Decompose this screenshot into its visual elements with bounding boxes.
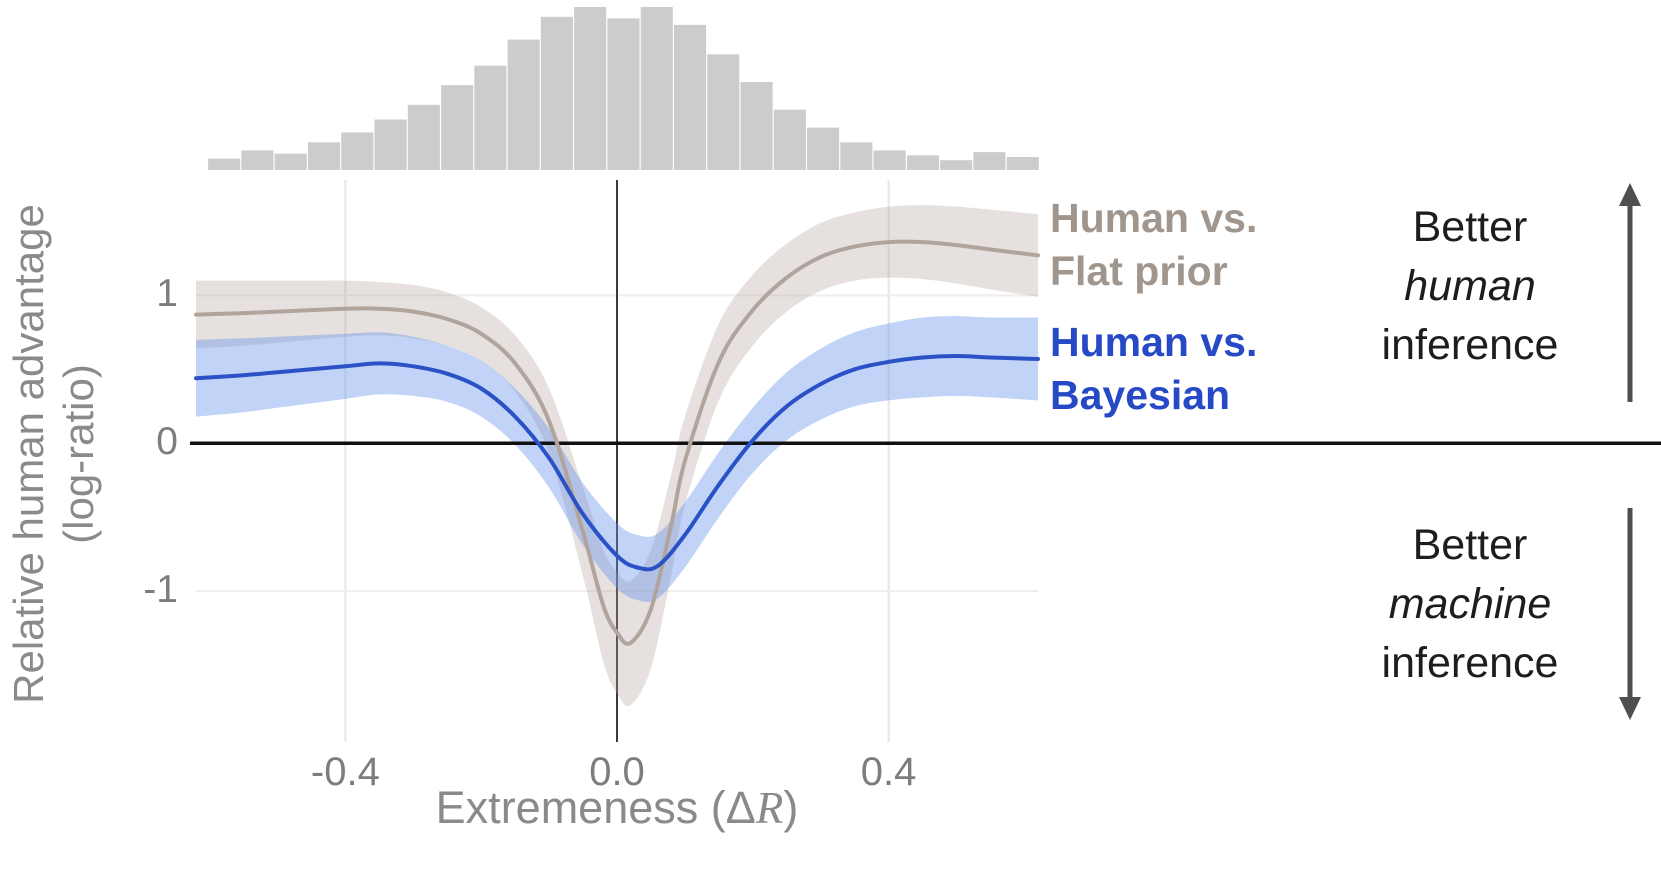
histogram-bar <box>341 132 374 170</box>
legend-bayesian: Human vs. Bayesian <box>1050 316 1257 422</box>
histogram-bar <box>474 65 507 170</box>
histogram-bar <box>374 119 407 170</box>
annotation-better-machine-line2: machine <box>1388 580 1552 628</box>
histogram-bar <box>241 150 274 170</box>
legend-flat-prior-line2: Flat prior <box>1050 248 1228 294</box>
histogram-bar <box>807 127 840 170</box>
histogram-bar <box>308 142 341 170</box>
flat-prior-band <box>196 205 1038 707</box>
y-axis-title-line2: (log-ratio) <box>55 364 102 544</box>
better-machine-arrow-down-icon <box>1619 697 1641 720</box>
annotation-better-human-line3: inference <box>1381 321 1559 369</box>
legend-bayesian-line2: Bayesian <box>1050 372 1231 418</box>
histogram-bar <box>574 7 607 170</box>
histogram-bar <box>773 109 806 170</box>
histogram-bar <box>707 54 740 170</box>
annotation-better-machine: Better machine inference <box>1360 516 1580 693</box>
legend-flat-prior-line1: Human vs. <box>1050 195 1258 241</box>
histogram-bar <box>873 150 906 170</box>
histogram-bar <box>441 85 474 170</box>
histogram-bar <box>740 82 773 170</box>
histogram-bar <box>407 104 440 170</box>
histogram-bar <box>208 158 241 170</box>
x-axis-title-suffix: ) <box>783 782 799 833</box>
annotation-better-human-line2: human <box>1404 262 1536 310</box>
histogram-bar <box>1006 157 1039 170</box>
histogram-bar <box>840 142 873 170</box>
legend-bayesian-line1: Human vs. <box>1050 319 1258 365</box>
histogram-bar <box>640 7 673 170</box>
histogram-bar <box>906 155 939 170</box>
histogram-bar <box>674 24 707 171</box>
legend-flat-prior: Human vs. Flat prior <box>1050 192 1257 298</box>
annotation-better-human-line1: Better <box>1412 203 1528 251</box>
annotation-better-human: Better human inference <box>1360 198 1580 375</box>
histogram-bar <box>607 18 640 171</box>
annotation-better-machine-line1: Better <box>1412 521 1528 569</box>
histogram-bar <box>940 160 973 170</box>
histogram-bar <box>973 152 1006 170</box>
better-human-arrow-up-icon <box>1619 183 1641 206</box>
x-axis-title-variable: R <box>755 783 784 833</box>
bayesian-band <box>196 316 1038 602</box>
flat-prior-line <box>194 239 1040 646</box>
histogram-bar <box>507 39 540 170</box>
x-axis-title-text: Extremeness (Δ <box>435 782 756 833</box>
histogram-bar <box>274 153 307 170</box>
annotation-better-machine-line3: inference <box>1381 639 1559 687</box>
y-axis-title-line1: Relative human advantage <box>5 204 52 704</box>
y-axis-title: Relative human advantage (log-ratio) <box>4 134 104 774</box>
x-axis-title: Extremeness (ΔR) <box>436 782 799 834</box>
bayesian-line <box>194 354 1040 572</box>
histogram-bar <box>540 16 573 170</box>
